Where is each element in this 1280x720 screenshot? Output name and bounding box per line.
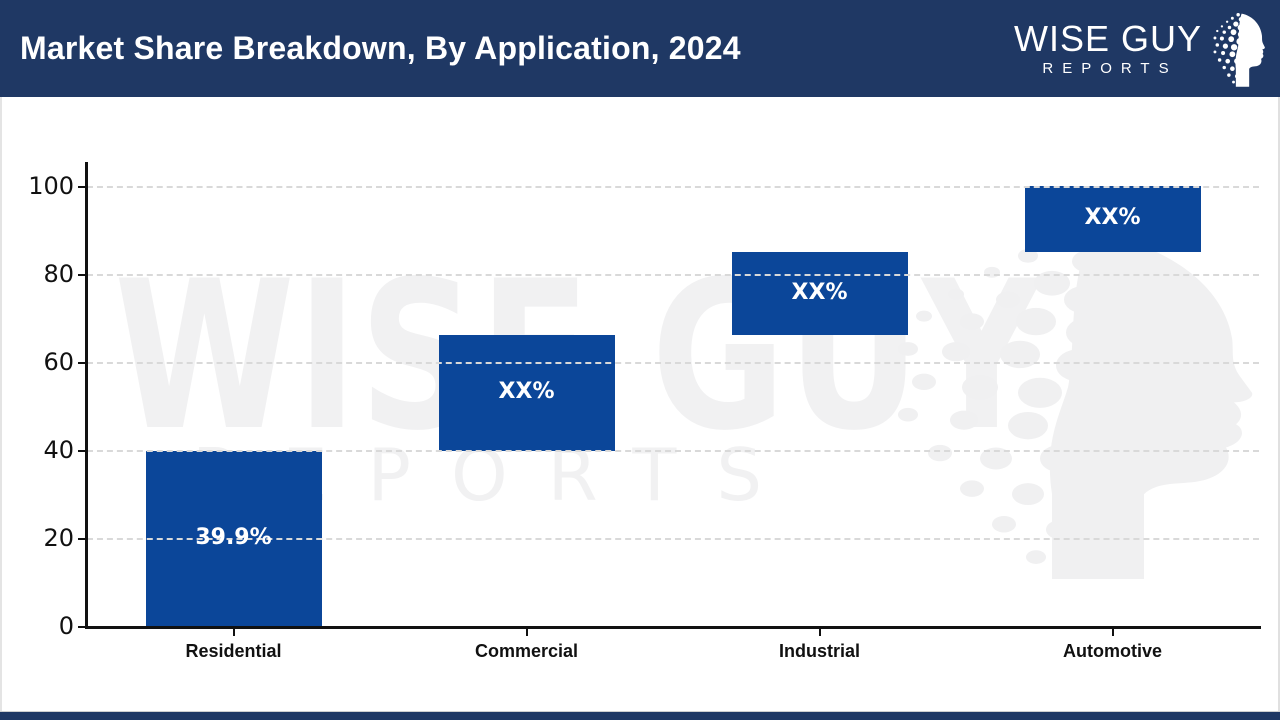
logo-reports-label: REPORTS (1042, 60, 1178, 77)
x-tick-mark (525, 628, 528, 636)
x-tick-mark (232, 628, 235, 636)
header: Market Share Breakdown, By Application, … (0, 0, 1280, 97)
y-tick-mark (78, 626, 87, 628)
x-axis-label: Industrial (778, 641, 860, 661)
y-tick-label: 100 (28, 172, 74, 200)
y-tick-label: 0 (58, 612, 74, 640)
y-tick-mark (78, 362, 87, 364)
x-axis-label: Automotive (1063, 641, 1162, 661)
y-tick-label: 60 (43, 348, 74, 376)
gridline (87, 450, 1259, 452)
y-tick-label: 80 (43, 260, 74, 288)
y-tick-mark (78, 186, 87, 188)
plot-area: 0 20 40 60 80 100 39.9% Residential XX% Commercia… (2, 97, 1280, 712)
y-tick-mark (78, 538, 87, 540)
x-axis-label: Commercial (474, 641, 579, 661)
bar-value-label: 39.9% (195, 525, 272, 551)
x-tick-mark (1111, 628, 1114, 636)
gridline (87, 274, 1259, 276)
logo-wiseguy-label: WISE GUY (1013, 18, 1202, 59)
bar-industrial (731, 252, 908, 336)
x-tick-mark (818, 628, 821, 636)
bar-commercial (438, 335, 615, 452)
gridline (87, 362, 1259, 364)
bar-value-label: XX% (498, 379, 555, 405)
footer-bar (0, 711, 1280, 720)
gridline (87, 538, 1259, 540)
y-axis-line (85, 162, 88, 628)
bar-value-label: XX% (1084, 204, 1141, 230)
gridline (87, 186, 1259, 188)
bar-value-label: XX% (791, 279, 848, 305)
y-tick-mark (78, 274, 87, 276)
wiseguy-logo: WISE GUY REPORTS (1014, 10, 1266, 88)
x-axis-line (85, 626, 1261, 629)
wiseguy-face-icon (1213, 12, 1265, 87)
y-tick-label: 20 (43, 524, 74, 552)
chart-area: WISE GUY REPORTS 0 20 40 60 80 100 39.9% Reside… (0, 97, 1280, 712)
page-title: Market Share Breakdown, By Application, … (20, 30, 741, 66)
y-tick-label: 40 (43, 436, 74, 464)
x-axis-label: Residential (185, 641, 282, 661)
y-tick-mark (78, 450, 87, 452)
bar-automotive (1024, 185, 1201, 253)
wiseguy-logo-text: WISE GUY REPORTS (1013, 18, 1202, 77)
